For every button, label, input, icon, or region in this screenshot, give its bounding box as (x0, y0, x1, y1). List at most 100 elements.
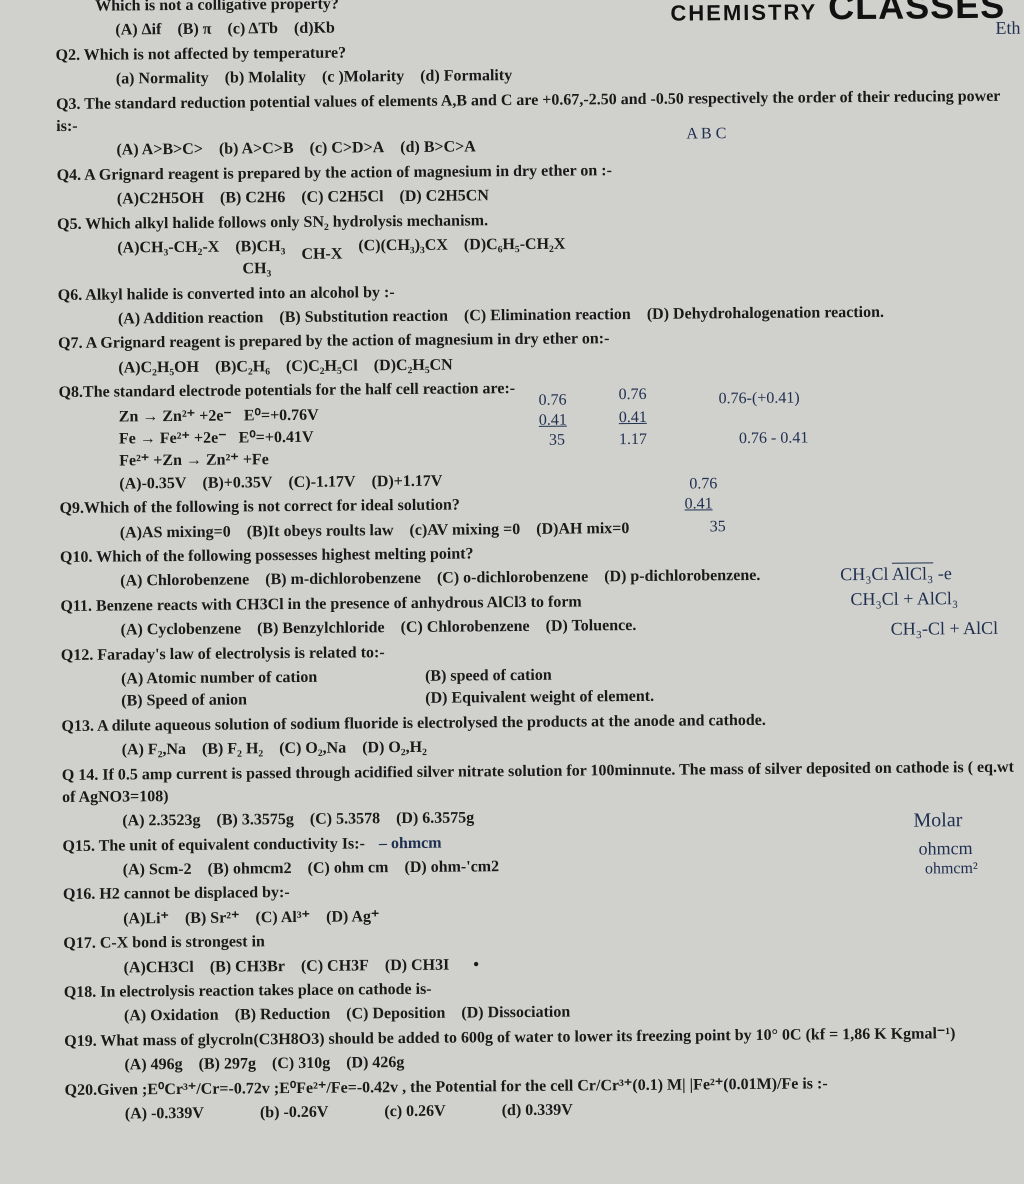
handwriting: CH₃-Cl + AlCl (891, 616, 999, 642)
opt: (c)AV mixing =0 (409, 521, 520, 539)
opt: (B) Sr²⁺ (185, 909, 240, 926)
opt: (b) Molality (225, 69, 306, 87)
opt: (d) Formality (420, 67, 512, 85)
opt: (c) C>D>A (310, 140, 385, 158)
opt: (A) Atomic number of cation (121, 666, 421, 691)
opt: (B) Speed of anion (121, 688, 421, 713)
opt: (A)C2H5OH (117, 190, 204, 208)
opt: (B) ohmcm2 (208, 860, 292, 878)
opt: (C) Elimination reaction (464, 306, 631, 324)
opt: (D) Ag⁺ (326, 908, 379, 925)
opt: (B)CH₃ (235, 238, 285, 255)
opt: (A) 2.3523g (122, 812, 200, 830)
handwriting: 0.76 (619, 384, 647, 407)
opt: (d) 0.339V (502, 1102, 573, 1120)
handwriting: CH₃Cl + AlCl₃ (850, 586, 958, 612)
q14: Q 14. If 0.5 amp current is passed throu… (62, 756, 1022, 809)
opt: (D)+1.17V (371, 472, 442, 490)
handwriting: 35 (549, 430, 565, 453)
opt: (D) C2H5CN (399, 187, 488, 205)
opt: (b) -0.26V (260, 1104, 329, 1122)
q8-reactions: ZnZn²⁺ +2e⁻ E⁰=+0.76V FeFe²⁺ +2e⁻ E⁰=+0.… (119, 398, 1020, 473)
q12-options: (A) Atomic number of cation (B) speed of… (121, 661, 1021, 714)
handwriting: A B C (686, 123, 726, 146)
opt: (C) 5.3578 (310, 811, 380, 829)
opt: (A) Addition reaction (118, 309, 264, 327)
opt: (D)AH mix=0 (536, 520, 629, 538)
opt: (D) Equivalent weight of element. (425, 688, 654, 707)
brand-logo: CHEMISTRY CLASSES (670, 0, 1005, 34)
opt: (A)AS mixing=0 (120, 523, 231, 541)
handwriting: 0.41 (684, 493, 712, 516)
opt: (B) Benzylchloride (257, 619, 385, 637)
opt: (C) 310g (272, 1055, 330, 1073)
rxn: Fe²⁺ +ZnZn²⁺ +Fe (119, 452, 269, 470)
rxn: FeFe²⁺ +2e⁻ E⁰=+0.41V (119, 429, 314, 448)
opt: (A) 496g (124, 1056, 182, 1074)
opt: (A) Scm-2 (123, 861, 192, 879)
opt: (C) ohm cm (308, 859, 389, 877)
opt: (D) p-dichlorobenzene. (604, 567, 760, 585)
handwriting: ohmcm² (925, 858, 978, 881)
opt: (c) ΔTb (227, 20, 278, 37)
opt: (A) Oxidation (124, 1007, 219, 1025)
opt: (B)C₂H₆ (215, 358, 270, 375)
opt: (C)-1.17V (288, 473, 355, 491)
handwriting: 0.76-(+0.41) (719, 388, 800, 411)
opt: (C)(CH₃)₃CX (358, 237, 448, 255)
handwriting: 0.76 - 0.41 (739, 427, 809, 450)
opt: (C) C2H5Cl (301, 188, 383, 206)
opt: (D) CH3I (385, 956, 450, 974)
opt: (D) Dehydrohalogenation reaction. (647, 304, 884, 323)
worksheet-page: CHEMISTRY CLASSES 2H5OH Eth Which is not… (15, 0, 1024, 1127)
opt: (A) Cyclobenzene (121, 621, 242, 639)
opt: (B) Substitution reaction (279, 308, 448, 326)
opt: (A) Δif (115, 22, 161, 39)
opt: (C) Deposition (346, 1005, 445, 1023)
opt: (D) O₂,H₂ (362, 739, 427, 757)
opt: (c) 0.26V (384, 1103, 445, 1121)
opt: (C) O₂,Na (279, 740, 346, 758)
opt: CH-X (301, 245, 342, 262)
opt: (A)-0.35V (119, 475, 186, 493)
opt: (B)+0.35V (202, 474, 272, 492)
opt: (c )Molarity (322, 68, 404, 86)
opt: (A)Li⁺ (123, 910, 169, 927)
opt: (A) -0.339V (125, 1105, 204, 1123)
opt: (d)Kb (294, 20, 335, 37)
handwriting: CH₃Cl AlCl₃ -e (840, 561, 952, 587)
opt: (D) 426g (346, 1054, 404, 1072)
handwriting: Eth (995, 16, 1020, 41)
opt: (A)CH3Cl (124, 958, 194, 976)
opt: (d) B>C>A (400, 139, 476, 157)
opt: (D) ohm-'cm2 (404, 858, 499, 876)
opt: (A)C₂H₅OH (118, 359, 199, 377)
opt: (B) F₂ H₂ (202, 740, 263, 758)
opt: (B) speed of cation (425, 667, 552, 685)
handwriting: – ohmcm (379, 834, 442, 852)
handwriting: 2H5OH (937, 0, 1001, 4)
opt: (D) Dissociation (461, 1004, 570, 1022)
q3: Q3. The standard reduction potential val… (56, 85, 1016, 138)
opt: (B) CH3Br (210, 958, 285, 976)
opt: (A) F₂,Na (122, 741, 186, 759)
opt: (B)It obeys roults law (247, 522, 394, 540)
opt: (C)C₂H₅Cl (286, 357, 358, 375)
opt: (B) π (177, 21, 211, 38)
opt: (D)C₂H₅CN (374, 356, 453, 374)
opt: (A) A>B>C> (116, 141, 203, 159)
handwriting: 0.41 (619, 407, 647, 430)
opt: (D) 6.3575g (396, 810, 474, 828)
rxn: ZnZn²⁺ +2e⁻ E⁰=+0.76V (119, 406, 319, 425)
handwriting: 35 (710, 516, 726, 539)
opt: (A)CH₃-CH₂-X (117, 239, 219, 257)
opt: (B) C2H6 (220, 189, 285, 207)
opt: (C) CH3F (301, 957, 369, 975)
opt: (A) Chlorobenzene (120, 572, 249, 590)
opt: (C) o-dichlorobenzene (437, 569, 588, 587)
opt: (B) Reduction (235, 1006, 331, 1024)
opt: (B) 297g (199, 1056, 256, 1073)
handwriting: Molar (913, 806, 962, 834)
opt: (B) 3.3575g (216, 811, 293, 829)
opt: (b) A>C>B (219, 140, 294, 158)
